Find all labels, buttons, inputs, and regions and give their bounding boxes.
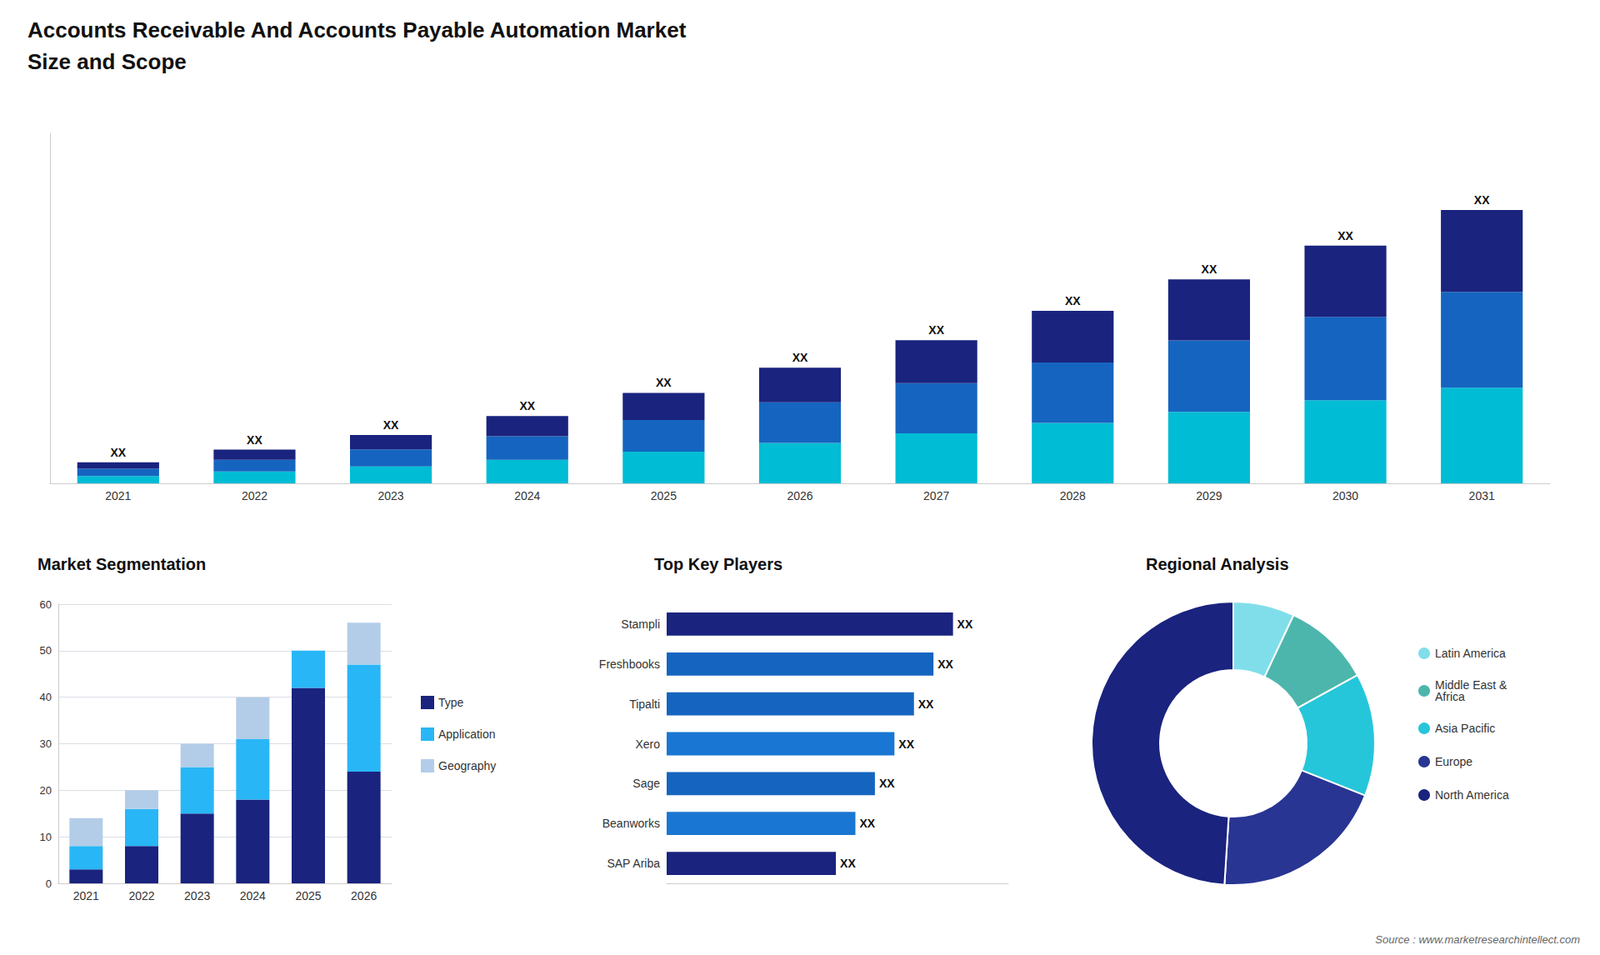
svg-text:XX: XX [655,375,672,390]
svg-text:2023: 2023 [184,889,210,903]
svg-text:2022: 2022 [241,489,268,503]
svg-text:Market Segmentation: Market Segmentation [37,555,206,574]
svg-text:XX: XX [937,657,954,671]
svg-text:2025: 2025 [295,889,321,903]
svg-text:Sage: Sage [632,776,660,790]
svg-text:Application: Application [438,727,496,741]
svg-text:SAP Ariba: SAP Ariba [606,856,660,870]
svg-text:XX: XX [859,816,875,830]
svg-text:Tipalti: Tipalti [629,697,660,711]
svg-text:2022: 2022 [128,889,155,903]
svg-text:XX: XX [110,445,126,460]
svg-text:2024: 2024 [514,489,540,503]
svg-text:2026: 2026 [350,889,377,903]
svg-text:Regional Analysis: Regional Analysis [1145,555,1290,574]
svg-text:2023: 2023 [378,489,405,503]
svg-text:50: 50 [40,644,52,657]
svg-text:2021: 2021 [105,489,131,503]
svg-text:Freshbooks: Freshbooks [599,657,660,671]
svg-text:XX: XX [1201,262,1218,276]
svg-text:40: 40 [40,690,52,704]
svg-text:Size and Scope: Size and Scope [27,49,187,75]
svg-text:2024: 2024 [240,889,266,903]
svg-text:30: 30 [40,737,52,750]
svg-text:Middle East &: Middle East & [1435,678,1507,692]
svg-text:XX: XX [792,350,809,365]
svg-text:Europe: Europe [1435,755,1473,769]
svg-text:Source : www.marketresearchint: Source : www.marketresearchintellect.com [1375,933,1580,946]
svg-text:2025: 2025 [650,489,677,503]
svg-text:XX: XX [879,776,895,790]
svg-text:Asia Pacific: Asia Pacific [1435,721,1495,735]
svg-text:Type: Type [438,695,465,710]
svg-text:Africa: Africa [1435,690,1465,704]
svg-text:20: 20 [40,784,52,797]
svg-text:2028: 2028 [1060,489,1086,503]
svg-text:XX: XX [383,418,400,432]
svg-text:XX: XX [840,856,856,870]
svg-text:Accounts Receivable And Accoun: Accounts Receivable And Accounts Payable… [27,17,687,43]
svg-text:XX: XX [898,737,915,751]
svg-text:North America: North America [1435,788,1510,802]
svg-text:2029: 2029 [1195,489,1222,503]
svg-text:10: 10 [40,830,52,844]
svg-text:Latin America: Latin America [1435,646,1506,660]
svg-text:Geography: Geography [438,759,496,773]
svg-text:Top Key Players: Top Key Players [654,555,783,574]
svg-text:60: 60 [40,598,52,611]
svg-text:2031: 2031 [1469,489,1495,503]
svg-text:Xero: Xero [635,737,660,751]
svg-text:2026: 2026 [786,489,813,503]
svg-text:Beanworks: Beanworks [602,816,660,830]
svg-text:XX: XX [918,697,935,711]
svg-text:2021: 2021 [73,889,100,903]
svg-text:Stampli: Stampli [620,617,660,631]
svg-text:0: 0 [45,877,52,890]
svg-text:XX: XX [246,433,263,447]
svg-text:XX: XX [928,323,945,337]
svg-text:XX: XX [1337,229,1354,243]
svg-text:XX: XX [957,617,974,631]
svg-text:2027: 2027 [923,489,950,503]
svg-text:2030: 2030 [1332,489,1359,503]
svg-text:XX: XX [1065,294,1081,308]
svg-text:XX: XX [1474,193,1490,207]
svg-text:XX: XX [519,399,535,413]
